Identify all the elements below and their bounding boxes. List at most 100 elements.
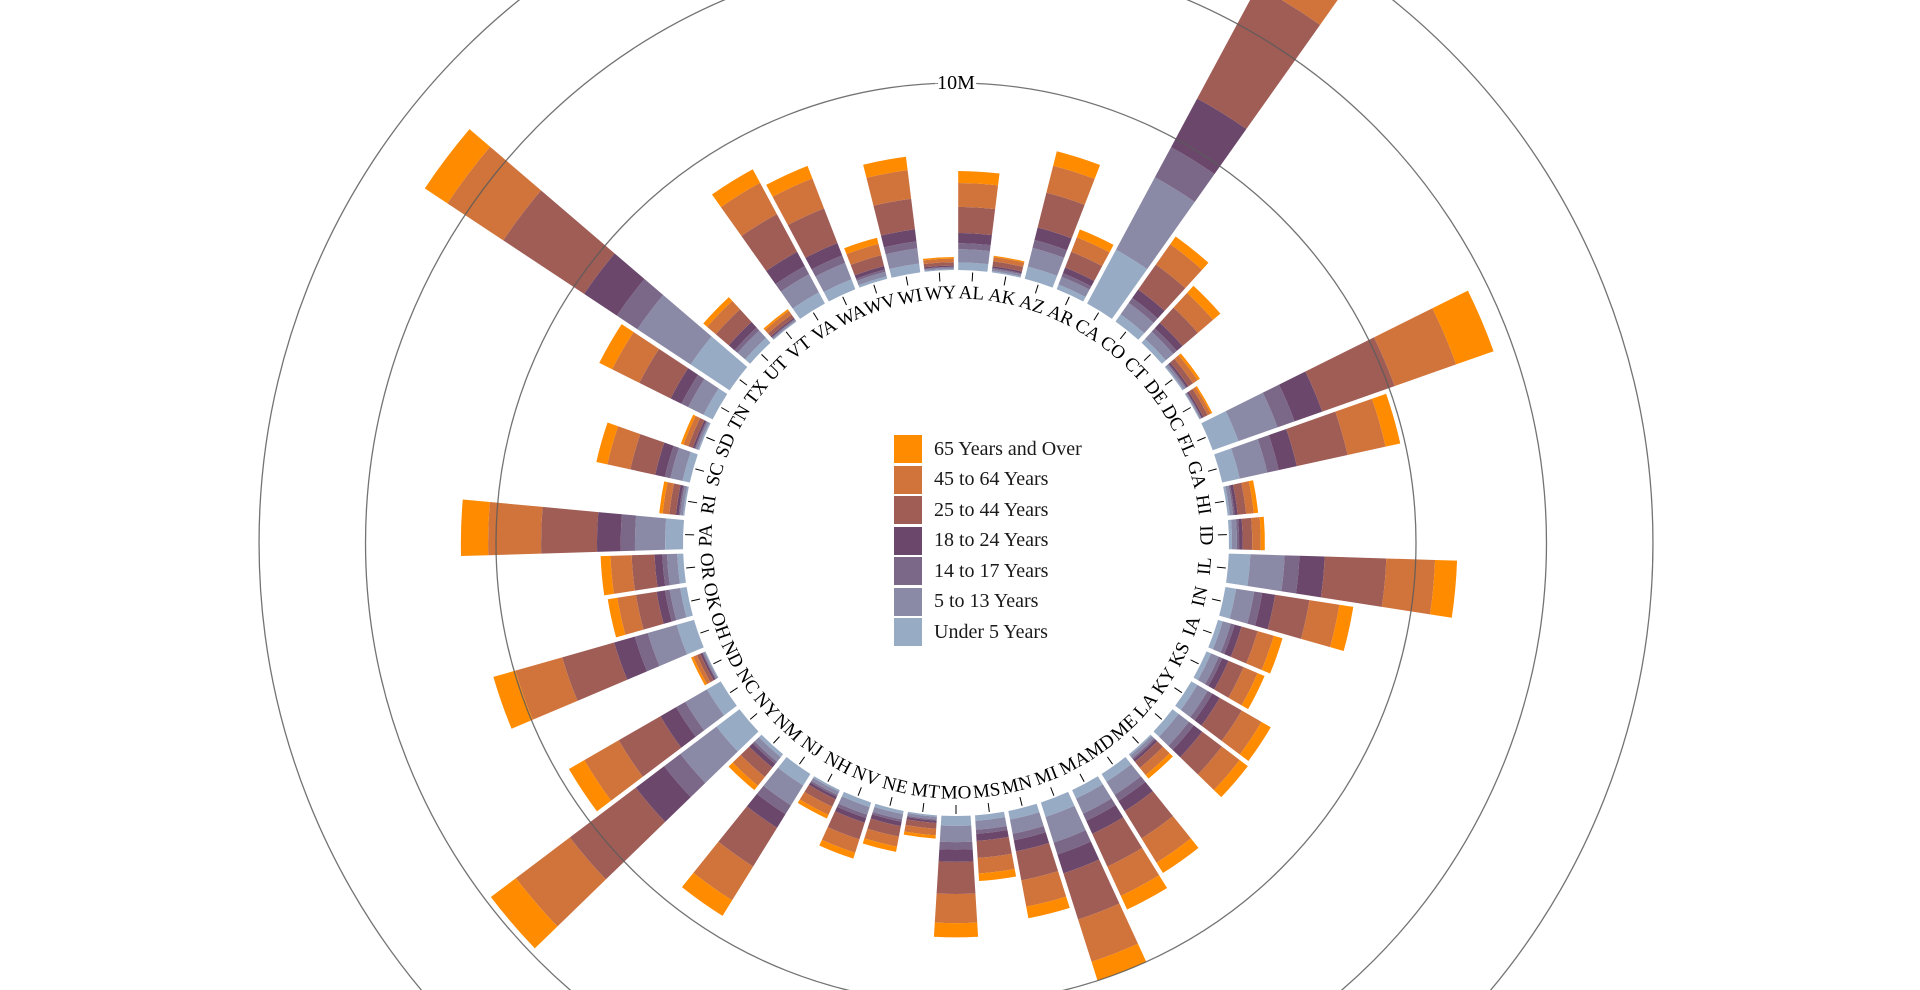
state-label-WV: WV (862, 290, 899, 320)
bar-segment (741, 214, 798, 271)
bar-segment (923, 262, 954, 268)
bar-segment (1139, 746, 1170, 776)
bar-NV (819, 791, 872, 859)
bar-segment (568, 760, 612, 812)
bar-segment (804, 784, 836, 807)
bar-segment (933, 922, 979, 938)
state-label-CA: CA (1071, 315, 1105, 347)
bar-MS (975, 811, 1017, 882)
state-tick (1019, 796, 1023, 806)
bar-segment (1046, 165, 1095, 205)
bar-segment (1220, 623, 1235, 655)
state-label-MN: MN (1000, 771, 1035, 799)
legend-row: 5 to 13 Years (894, 587, 1082, 616)
bar-segment (700, 652, 716, 681)
bar-segment (867, 818, 901, 837)
legend-row: 45 to 64 Years (894, 465, 1082, 494)
state-tick (1093, 312, 1100, 321)
bar-segment (647, 624, 688, 667)
bar-segment (975, 817, 1007, 830)
state-tick (1182, 407, 1191, 413)
bar-segment (837, 803, 868, 818)
bar-segment (600, 555, 614, 596)
bar-LA (1153, 709, 1248, 798)
bar-segment (958, 249, 990, 265)
bar-AL (958, 170, 1000, 272)
bar-WI (863, 156, 921, 278)
bar-segment (1230, 626, 1258, 664)
bar-segment (490, 878, 558, 949)
bar-segment (976, 837, 1012, 859)
bar-segment (1065, 251, 1103, 281)
bar-IN (1219, 587, 1354, 652)
bar-segment (1009, 812, 1044, 834)
bar-segment (691, 656, 707, 686)
bar-segment (1154, 322, 1183, 351)
bar-RI (659, 481, 689, 516)
bar-KS (1193, 651, 1265, 710)
bar-segment (1219, 587, 1237, 619)
bar-segment (675, 484, 684, 516)
bar-segment (1330, 604, 1354, 652)
bar-segment (975, 811, 1006, 821)
state-tick (686, 566, 696, 569)
state-label-KY: KY (1148, 664, 1181, 699)
state-label-VT: VT (783, 332, 816, 364)
bar-segment (680, 587, 693, 618)
bar-segment (515, 837, 606, 927)
bar-segment (666, 553, 680, 586)
bar-WY (923, 256, 954, 272)
state-tick (1079, 773, 1085, 782)
legend-swatch (894, 526, 922, 555)
bar-segment (1101, 757, 1132, 782)
grid-ring-10M (495, 82, 1417, 990)
bar-segment (975, 825, 1008, 834)
bar-segment (811, 255, 846, 277)
bar-segment (1138, 264, 1186, 311)
bar-NE (862, 803, 904, 852)
bar-segment (1247, 591, 1263, 626)
bar-OK (607, 587, 693, 638)
bar-segment (1072, 776, 1103, 799)
bar-segment (660, 707, 696, 748)
bar-segment (1092, 817, 1143, 867)
bar-segment (1267, 594, 1310, 639)
bar-segment (596, 512, 622, 552)
bar-segment (992, 267, 1022, 275)
bar-segment (906, 815, 937, 821)
bar-segment (706, 681, 737, 716)
bar-segment (728, 762, 758, 791)
bar-segment (1247, 554, 1285, 592)
state-tick (695, 468, 705, 472)
legend-label: 25 to 44 Years (934, 498, 1049, 521)
bar-segment (936, 861, 976, 895)
bar-segment (1212, 621, 1231, 653)
bar-CO (1115, 236, 1209, 340)
state-tick (873, 284, 878, 294)
bar-segment (1076, 784, 1112, 814)
bar-IL (1226, 553, 1458, 618)
bar-MT (903, 811, 937, 839)
bar-segment (1286, 411, 1348, 467)
bar-segment (992, 261, 1024, 272)
state-label-NE: NE (880, 772, 910, 799)
bar-segment (850, 255, 885, 276)
bar-TN (599, 324, 728, 420)
bar-segment (1027, 247, 1065, 276)
bar-segment (1124, 791, 1173, 839)
legend-label: 18 to 24 Years (934, 529, 1049, 551)
bar-segment (870, 814, 902, 827)
state-label-TX: TX (740, 376, 772, 409)
bar-segment (677, 553, 686, 584)
bar-segment (958, 170, 1000, 186)
bar-segment (764, 310, 792, 334)
bar-segment (862, 838, 897, 852)
bar-segment (1223, 486, 1230, 516)
state-tick (1211, 598, 1221, 602)
bar-segment (1164, 366, 1184, 391)
bar-segment (1159, 307, 1198, 347)
bar-segment (670, 368, 699, 404)
state-tick (1207, 468, 1217, 472)
state-tick (1143, 353, 1151, 361)
bar-segment (1239, 721, 1271, 762)
